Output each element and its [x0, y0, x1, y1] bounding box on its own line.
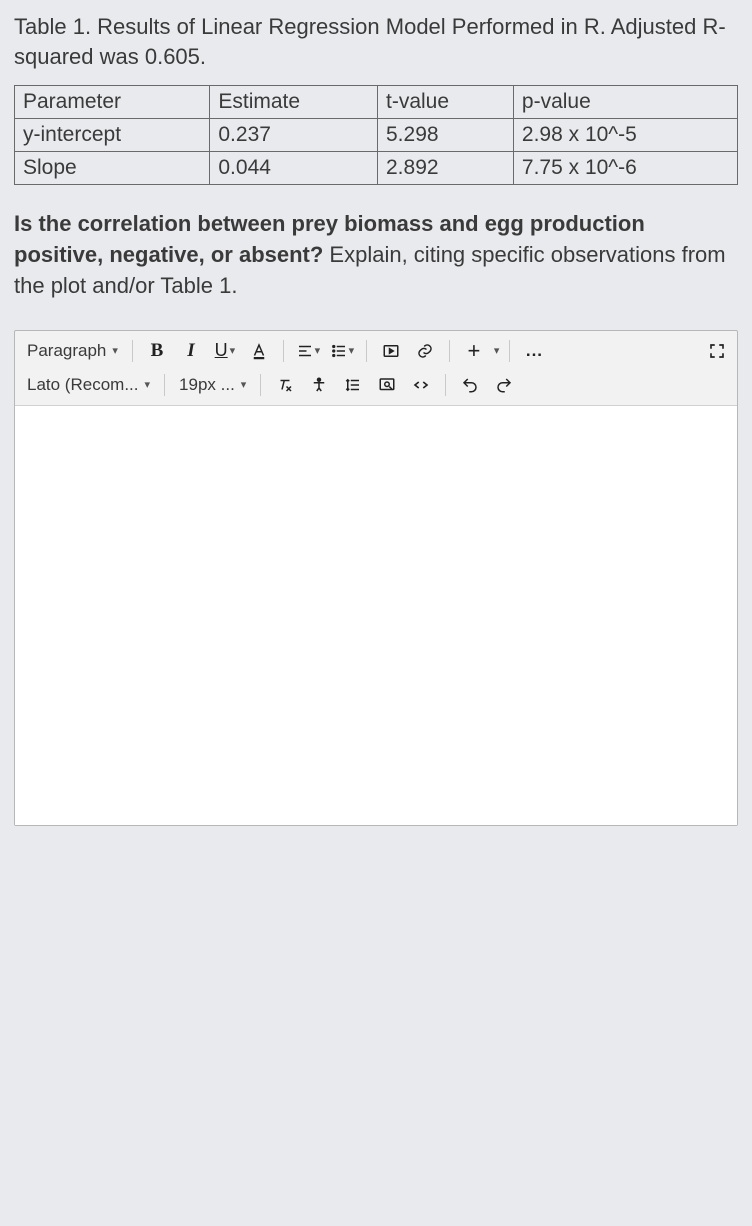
chevron-down-icon: ▾ — [112, 344, 118, 357]
accessibility-button[interactable] — [305, 371, 333, 399]
rich-text-editor: Paragraph ▾ B I U▾ ▾ ▾ + ▾ — [14, 330, 738, 826]
separator — [449, 340, 450, 362]
align-button[interactable]: ▾ — [294, 337, 322, 365]
cell: Slope — [15, 152, 210, 185]
code-button[interactable] — [407, 371, 435, 399]
underline-button[interactable]: U▾ — [211, 337, 239, 365]
clear-format-button[interactable] — [271, 371, 299, 399]
separator — [164, 374, 165, 396]
more-button[interactable]: ... — [520, 337, 548, 365]
media-button[interactable] — [377, 337, 405, 365]
separator — [132, 340, 133, 362]
link-button[interactable] — [411, 337, 439, 365]
col-pvalue: p-value — [513, 86, 737, 119]
chevron-down-icon: ▾ — [241, 378, 247, 391]
col-parameter: Parameter — [15, 86, 210, 119]
redo-button[interactable] — [490, 371, 518, 399]
col-tvalue: t-value — [378, 86, 514, 119]
font-family-label: Lato (Recom... — [27, 375, 139, 395]
font-size-label: 19px ... — [179, 375, 235, 395]
table-row: Slope 0.044 2.892 7.75 x 10^-6 — [15, 152, 738, 185]
line-spacing-button[interactable] — [339, 371, 367, 399]
cell: 0.044 — [210, 152, 378, 185]
italic-button[interactable]: I — [177, 337, 205, 365]
undo-button[interactable] — [456, 371, 484, 399]
insert-button[interactable]: + — [460, 337, 488, 365]
cell: 2.98 x 10^-5 — [513, 119, 737, 152]
list-button[interactable]: ▾ — [328, 337, 356, 365]
cell: y-intercept — [15, 119, 210, 152]
table-row: y-intercept 0.237 5.298 2.98 x 10^-5 — [15, 119, 738, 152]
separator — [260, 374, 261, 396]
cell: 0.237 — [210, 119, 378, 152]
separator — [366, 340, 367, 362]
cell: 5.298 — [378, 119, 514, 152]
separator — [509, 340, 510, 362]
chevron-down-icon: ▾ — [349, 344, 355, 357]
regression-table: Parameter Estimate t-value p-value y-int… — [14, 85, 738, 185]
underline-label: U — [215, 340, 228, 361]
preview-button[interactable] — [373, 371, 401, 399]
chevron-down-icon: ▾ — [230, 344, 236, 357]
separator — [445, 374, 446, 396]
font-family-select[interactable]: Lato (Recom... ▾ — [23, 372, 154, 398]
cell: 7.75 x 10^-6 — [513, 152, 737, 185]
separator — [283, 340, 284, 362]
col-estimate: Estimate — [210, 86, 378, 119]
block-style-select[interactable]: Paragraph ▾ — [23, 338, 122, 364]
font-size-select[interactable]: 19px ... ▾ — [175, 372, 250, 398]
editor-content-area[interactable] — [15, 405, 737, 825]
chevron-down-icon: ▾ — [494, 344, 500, 357]
chevron-down-icon: ▾ — [315, 344, 321, 357]
question-text: Is the correlation between prey biomass … — [14, 209, 738, 301]
toolbar-row-2: Lato (Recom... ▾ 19px ... ▾ — [15, 371, 737, 405]
block-style-label: Paragraph — [27, 341, 106, 361]
table-header-row: Parameter Estimate t-value p-value — [15, 86, 738, 119]
chevron-down-icon: ▾ — [145, 378, 151, 391]
text-color-button[interactable] — [245, 337, 273, 365]
bold-button[interactable]: B — [143, 337, 171, 365]
fullscreen-button[interactable] — [703, 337, 731, 365]
table-caption: Table 1. Results of Linear Regression Mo… — [14, 12, 738, 71]
toolbar-row-1: Paragraph ▾ B I U▾ ▾ ▾ + ▾ — [15, 331, 737, 371]
cell: 2.892 — [378, 152, 514, 185]
